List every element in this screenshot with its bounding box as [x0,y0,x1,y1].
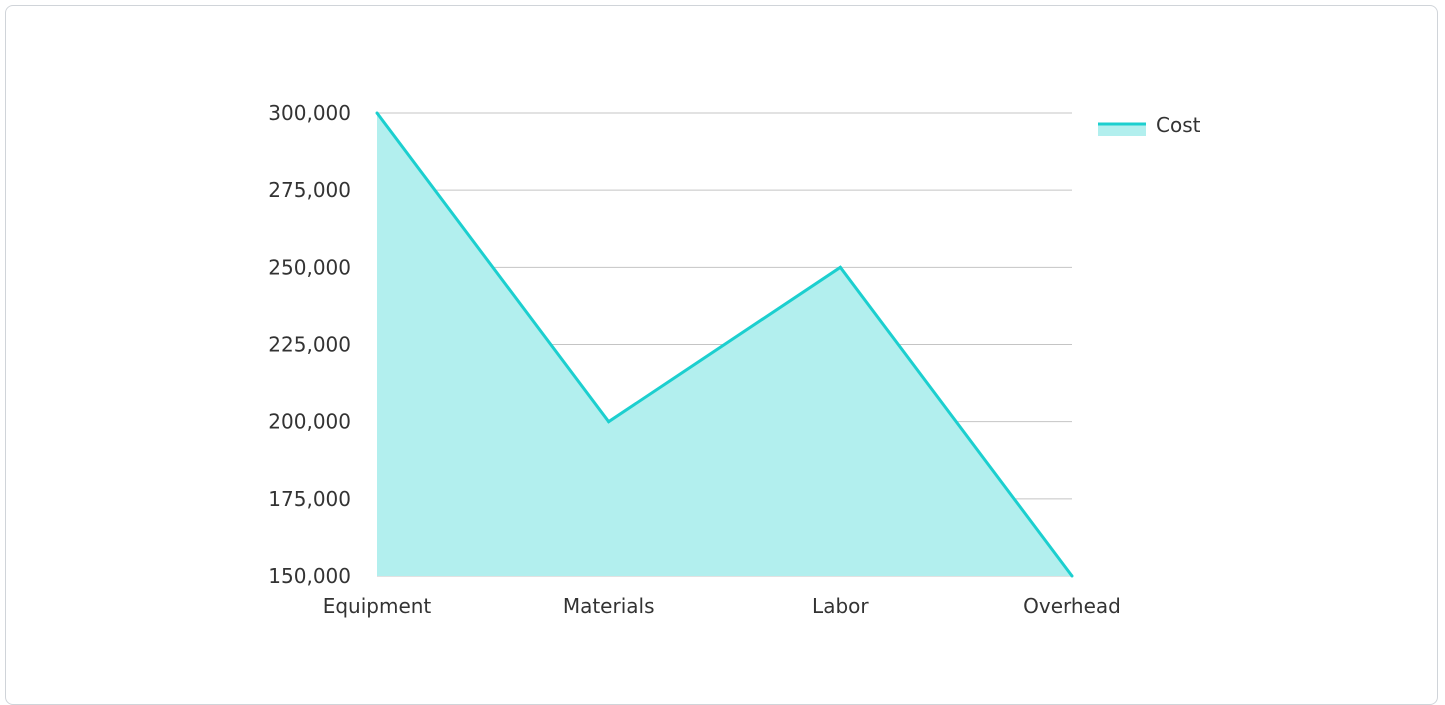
y-tick-label: 225,000 [268,333,351,357]
series-area-layer [375,111,1074,578]
data-point [375,111,379,115]
legend-label-cost: Cost [1156,113,1201,137]
y-tick-label: 250,000 [268,255,351,279]
series-line [375,112,1074,577]
legend-swatch-fill [1098,124,1146,136]
data-point [607,420,611,424]
x-tick-label: Overhead [1023,594,1121,618]
y-tick-label: 150,000 [268,564,351,588]
y-tick-label: 200,000 [268,410,351,434]
y-tick-label: 175,000 [268,487,351,511]
x-tick-label: Labor [812,594,869,618]
y-tick-label: 275,000 [268,178,351,202]
y-tick-label: 300,000 [268,101,351,125]
x-axis-tick-labels: Equipment Materials Labor Overhead [323,594,1121,618]
x-tick-label: Materials [563,594,655,618]
legend: Cost [1098,113,1201,137]
y-axis-tick-labels: 150,000 175,000 200,000 225,000 250,000 275,0… [268,101,351,588]
data-point [838,265,842,269]
data-point [1070,574,1074,578]
x-tick-label: Equipment [323,594,432,618]
